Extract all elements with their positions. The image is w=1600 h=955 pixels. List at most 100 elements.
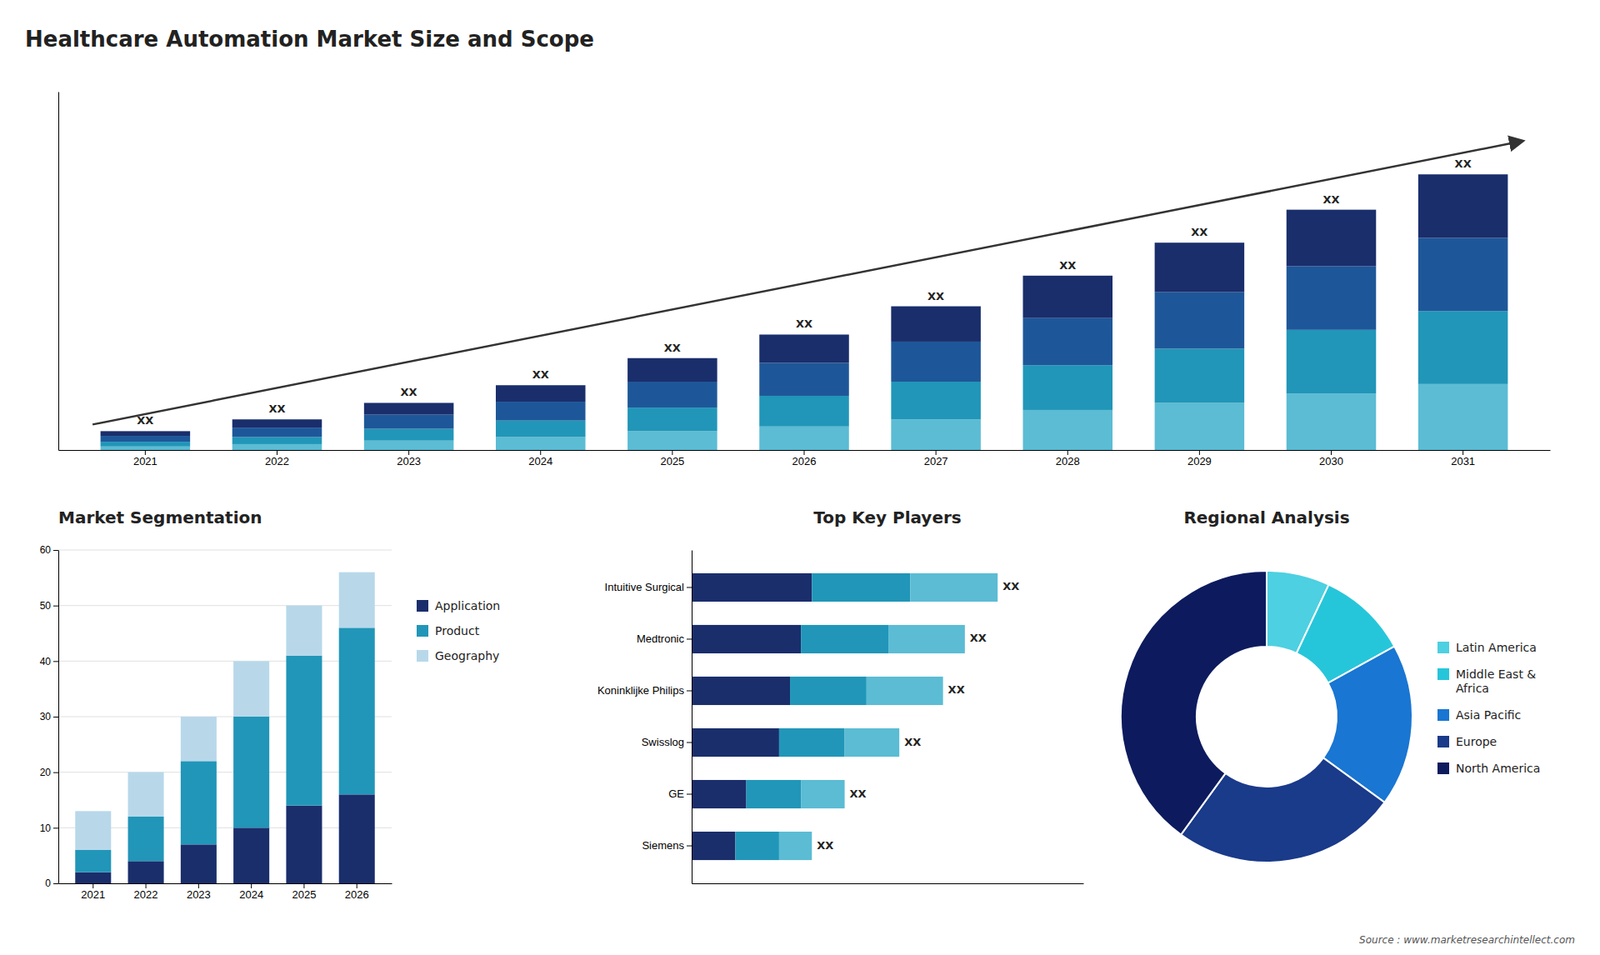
tick-mark: [53, 883, 59, 885]
tick-mark: [250, 883, 252, 889]
tick: 2025: [291, 883, 316, 901]
tick-label: 2024: [528, 455, 553, 468]
legend-label: North America: [1455, 761, 1540, 775]
tick-mark: [408, 450, 410, 455]
bar-segment: [364, 429, 455, 441]
tick-label: 60: [40, 544, 52, 556]
bar-segment: [800, 625, 889, 654]
legend-item: Asia Pacific: [1437, 708, 1521, 722]
bar-segment: [735, 831, 779, 860]
x-axis: [692, 883, 1085, 885]
tick-label: Swisslog: [641, 735, 685, 749]
bar-segment: [364, 415, 455, 430]
legend-label: Geography: [435, 649, 500, 663]
bar-segment: [233, 660, 270, 717]
tick-mark: [303, 883, 305, 889]
bar-segment: [1022, 275, 1113, 319]
bar-segment: [1155, 402, 1245, 450]
bar-segment: [890, 306, 981, 342]
bar-segment: [75, 872, 111, 884]
tick-mark: [53, 716, 59, 718]
bar-segment: [1286, 330, 1377, 394]
bar-segment: [232, 444, 323, 450]
legend-item: North America: [1437, 761, 1540, 775]
legend-item: Latin America: [1437, 640, 1537, 655]
tick-label: 2023: [186, 888, 211, 901]
legend-swatch: [1437, 735, 1450, 748]
bar-segment: [691, 780, 747, 809]
tick-mark: [356, 883, 358, 889]
tick-mark: [276, 450, 278, 455]
bar-segment: [233, 827, 270, 884]
axis-line: [58, 550, 60, 885]
data-label: XX: [1059, 259, 1076, 272]
bar-segment: [627, 358, 718, 382]
trend-arrow: [92, 140, 1523, 425]
data-label: XX: [1322, 193, 1340, 206]
bar-segment: [100, 446, 191, 450]
axis-line: [59, 883, 393, 885]
grid: [58, 550, 392, 884]
bar-segment: [888, 625, 965, 654]
tick: 30: [40, 710, 59, 723]
tick-label: 2025: [291, 888, 316, 901]
tick: Swisslog: [641, 735, 692, 749]
tick: 2027: [924, 450, 949, 468]
bar-segment: [339, 572, 375, 629]
axis-line: [58, 92, 60, 451]
tick: 2026: [345, 883, 370, 901]
legend-swatch: [1437, 762, 1450, 775]
tick: 10: [40, 822, 59, 835]
bar-segment: [1155, 292, 1245, 350]
tick: 20: [40, 766, 59, 779]
bar-segment: [180, 844, 217, 884]
legend: ApplicationProductGeography: [416, 599, 500, 663]
tick: Medtronic: [636, 632, 692, 645]
legend-swatch: [416, 625, 429, 637]
chart-title: Market Segmentation: [58, 507, 263, 528]
tick-mark: [686, 794, 692, 795]
tick: 2031: [1450, 450, 1475, 468]
bar-segment: [1418, 384, 1509, 450]
bar-segment: [180, 716, 217, 761]
tick-mark: [686, 742, 692, 744]
tick-label: 40: [40, 655, 52, 668]
tick-label: 20: [40, 766, 52, 779]
axis-line: [691, 550, 693, 885]
data-label: XX: [970, 631, 987, 645]
tick-mark: [671, 450, 673, 455]
bar-segment: [1418, 310, 1509, 385]
tick-mark: [53, 660, 59, 662]
bar-segment: [495, 436, 586, 450]
tick-label: 2024: [239, 888, 264, 901]
tick: 50: [40, 600, 59, 612]
tick-mark: [145, 450, 146, 455]
legend: Latin America Middle East &Africa Asia Pac…: [1437, 640, 1540, 775]
tick-label: 2022: [265, 455, 290, 468]
tick: 60: [40, 544, 59, 556]
tick-label: 2026: [792, 455, 817, 468]
bar-segment: [627, 407, 718, 431]
tick-mark: [53, 827, 59, 829]
legend-swatch: [1437, 641, 1450, 654]
tick-label: 2022: [134, 888, 159, 901]
tick-mark: [1199, 450, 1200, 455]
bar-segment: [691, 831, 735, 860]
bar-segment: [800, 780, 845, 809]
tick: 2023: [396, 450, 421, 468]
bar-segment: [100, 441, 191, 447]
tick-mark: [53, 772, 59, 774]
bar-segment: [100, 430, 191, 436]
data-label: XX: [532, 368, 550, 381]
bar-segment: [790, 676, 867, 705]
tick-mark: [53, 605, 59, 607]
infographic: Healthcare Automation Market Size and Sc…: [0, 0, 1600, 955]
legend-label: Middle East &Africa: [1455, 667, 1536, 695]
tick: 40: [40, 655, 59, 668]
data-label: XX: [136, 414, 154, 427]
tick-mark: [935, 450, 937, 455]
bars: [691, 573, 998, 860]
legend-item: Europe: [1437, 735, 1497, 749]
tick-label: 30: [40, 710, 52, 723]
tick-mark: [145, 883, 147, 889]
